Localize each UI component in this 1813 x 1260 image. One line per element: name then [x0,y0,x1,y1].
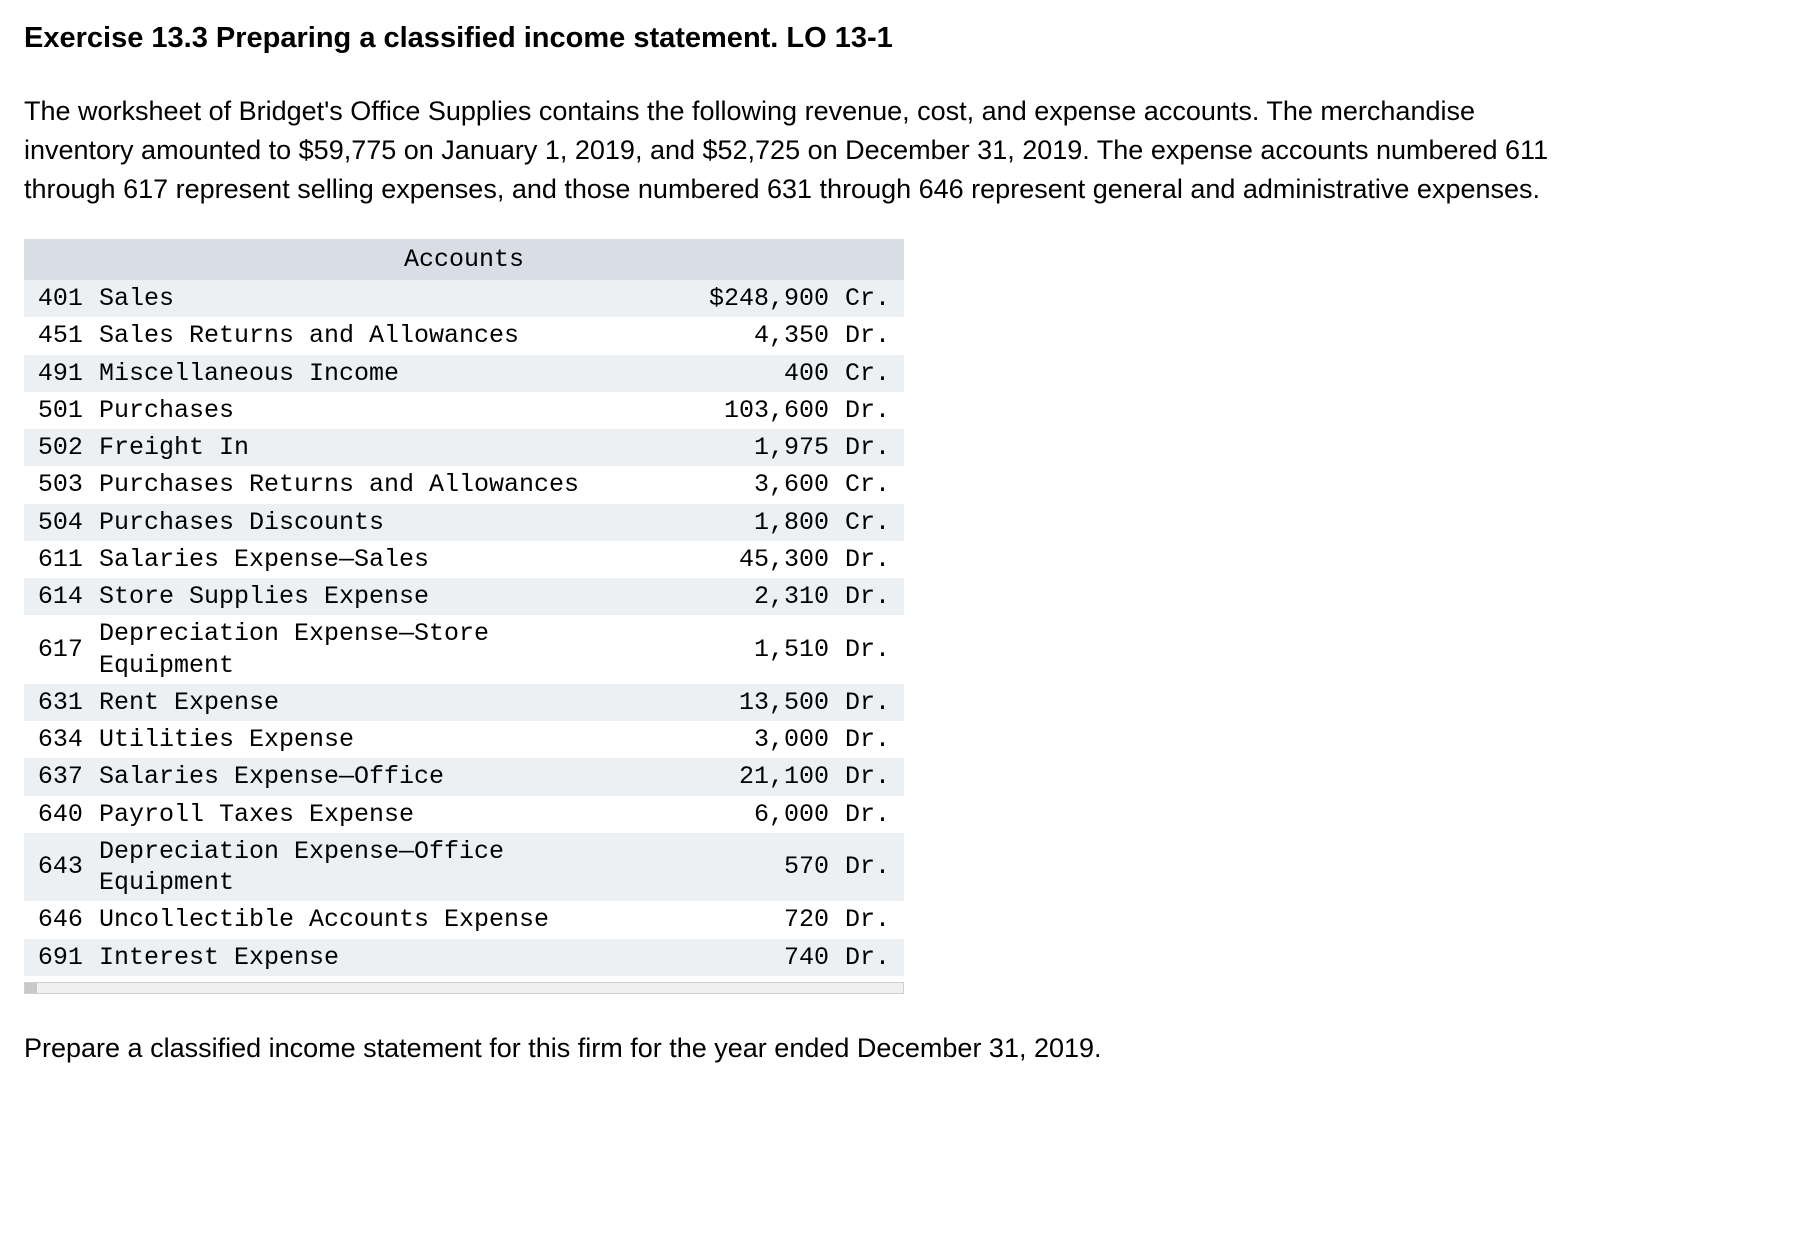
account-drcr: Dr. [837,615,904,684]
account-number: 501 [24,392,91,429]
account-drcr: Dr. [837,939,904,976]
account-amount: 21,100 [618,758,837,795]
account-amount: 6,000 [618,796,837,833]
account-amount: 720 [618,901,837,938]
table-row: 614Store Supplies Expense2,310Dr. [24,578,904,615]
table-row: 503Purchases Returns and Allowances3,600… [24,466,904,503]
account-number: 643 [24,833,91,902]
account-number: 611 [24,541,91,578]
account-number: 491 [24,355,91,392]
account-drcr: Dr. [837,833,904,902]
account-drcr: Cr. [837,280,904,317]
account-drcr: Cr. [837,355,904,392]
account-name: Depreciation Expense—Store Equipment [91,615,618,684]
table-row: 646Uncollectible Accounts Expense720Dr. [24,901,904,938]
account-amount: 2,310 [618,578,837,615]
account-number: 503 [24,466,91,503]
account-name: Store Supplies Expense [91,578,618,615]
account-name: Depreciation Expense—Office Equipment [91,833,618,902]
account-amount: 1,800 [618,504,837,541]
table-row: 611Salaries Expense—Sales45,300Dr. [24,541,904,578]
account-amount: 740 [618,939,837,976]
account-drcr: Dr. [837,578,904,615]
table-row: 401Sales$248,900Cr. [24,280,904,317]
account-number: 614 [24,578,91,615]
table-row: 643Depreciation Expense—Office Equipment… [24,833,904,902]
account-drcr: Dr. [837,429,904,466]
account-amount: 570 [618,833,837,902]
table-row: 501Purchases103,600Dr. [24,392,904,429]
account-name: Interest Expense [91,939,618,976]
table-row: 640Payroll Taxes Expense6,000Dr. [24,796,904,833]
account-amount: 103,600 [618,392,837,429]
account-name: Utilities Expense [91,721,618,758]
account-name: Salaries Expense—Office [91,758,618,795]
account-number: 502 [24,429,91,466]
account-number: 631 [24,684,91,721]
account-amount: 4,350 [618,317,837,354]
account-number: 691 [24,939,91,976]
account-number: 451 [24,317,91,354]
account-name: Purchases Discounts [91,504,618,541]
account-amount: 400 [618,355,837,392]
table-row: 491Miscellaneous Income400Cr. [24,355,904,392]
account-name: Sales [91,280,618,317]
table-row: 502Freight In1,975Dr. [24,429,904,466]
table-row: 617Depreciation Expense—Store Equipment1… [24,615,904,684]
account-drcr: Dr. [837,721,904,758]
account-drcr: Dr. [837,901,904,938]
account-name: Miscellaneous Income [91,355,618,392]
account-amount: 3,600 [618,466,837,503]
account-name: Uncollectible Accounts Expense [91,901,618,938]
account-number: 640 [24,796,91,833]
account-number: 617 [24,615,91,684]
table-row: 637Salaries Expense—Office21,100Dr. [24,758,904,795]
account-drcr: Dr. [837,392,904,429]
account-number: 637 [24,758,91,795]
table-row: 451Sales Returns and Allowances4,350Dr. [24,317,904,354]
account-drcr: Cr. [837,466,904,503]
account-name: Freight In [91,429,618,466]
account-name: Rent Expense [91,684,618,721]
account-drcr: Dr. [837,684,904,721]
account-name: Purchases [91,392,618,429]
account-name: Payroll Taxes Expense [91,796,618,833]
account-number: 401 [24,280,91,317]
account-amount: 1,975 [618,429,837,466]
account-drcr: Dr. [837,758,904,795]
horizontal-scrollbar[interactable] [24,982,904,994]
table-row: 631Rent Expense13,500Dr. [24,684,904,721]
account-name: Sales Returns and Allowances [91,317,618,354]
table-row: 504Purchases Discounts1,800Cr. [24,504,904,541]
accounts-table: Accounts 401Sales$248,900Cr.451Sales Ret… [24,239,904,976]
account-amount: 45,300 [618,541,837,578]
account-amount: 1,510 [618,615,837,684]
account-amount: 13,500 [618,684,837,721]
table-row: 691Interest Expense740Dr. [24,939,904,976]
account-drcr: Dr. [837,796,904,833]
exercise-instruction: Prepare a classified income statement fo… [24,1030,1789,1068]
account-amount: $248,900 [618,280,837,317]
account-drcr: Cr. [837,504,904,541]
account-number: 646 [24,901,91,938]
account-number: 634 [24,721,91,758]
exercise-intro: The worksheet of Bridget's Office Suppli… [24,92,1584,209]
account-name: Salaries Expense—Sales [91,541,618,578]
account-name: Purchases Returns and Allowances [91,466,618,503]
exercise-title: Exercise 13.3 Preparing a classified inc… [24,20,1789,58]
scrollbar-thumb[interactable] [25,983,37,993]
accounts-table-body: 401Sales$248,900Cr.451Sales Returns and … [24,280,904,976]
table-row: 634Utilities Expense3,000Dr. [24,721,904,758]
accounts-table-header: Accounts [24,239,904,280]
account-drcr: Dr. [837,541,904,578]
account-drcr: Dr. [837,317,904,354]
account-number: 504 [24,504,91,541]
account-amount: 3,000 [618,721,837,758]
